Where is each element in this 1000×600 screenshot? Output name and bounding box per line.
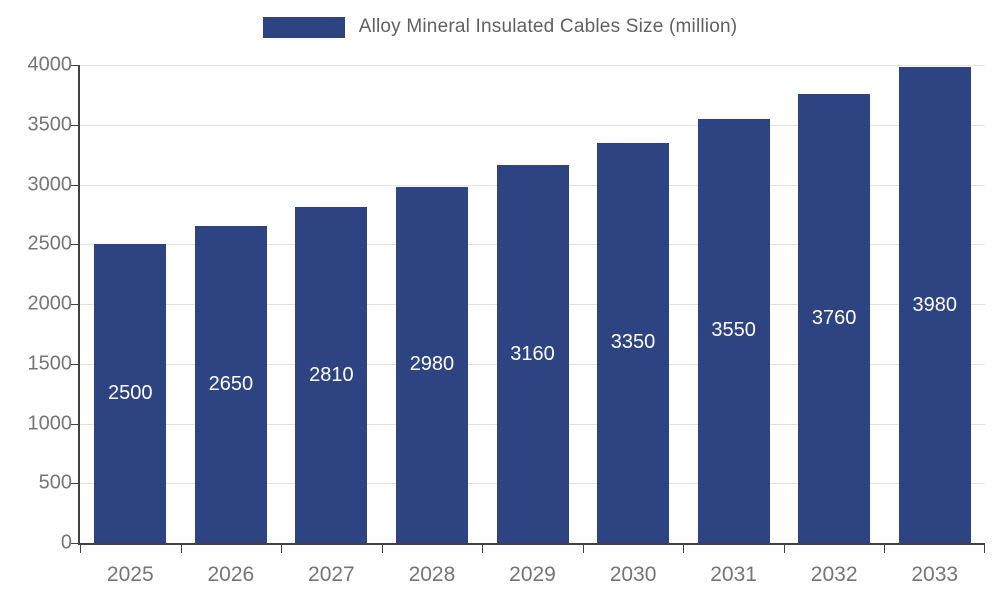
bar-2025: 2500 <box>94 244 167 543</box>
bar-2029: 3160 <box>496 165 569 543</box>
x-tick-label: 2026 <box>207 563 255 586</box>
x-tick-mark <box>984 545 985 553</box>
bar-value-label: 2980 <box>409 353 455 376</box>
x-tick-mark <box>783 545 785 553</box>
x-tick-mark <box>180 545 182 553</box>
y-tick-mark <box>70 184 78 186</box>
bar-value-label: 2810 <box>309 363 354 386</box>
y-tick-label: 0 <box>60 531 72 554</box>
bar-2026: 2650 <box>194 226 267 543</box>
x-tick-label: 2033 <box>911 563 959 586</box>
y-tick-mark <box>70 124 78 126</box>
y-tick-mark <box>70 423 78 425</box>
bar-2027: 2810 <box>295 207 368 543</box>
y-tick-label: 3000 <box>27 173 73 195</box>
bar-value-label: 3160 <box>510 342 555 365</box>
gridline <box>80 65 985 66</box>
x-tick-mark <box>381 545 383 553</box>
bar-value-label: 2650 <box>208 373 254 396</box>
plot-area: 0 500 1000 1500 2000 2500 3000 3500 4000 2500 265… <box>28 54 985 586</box>
legend-swatch <box>262 16 345 38</box>
x-tick-label: 2030 <box>609 563 657 586</box>
bar-value-label: 3760 <box>811 306 857 329</box>
bar-value-label: 2500 <box>108 382 153 405</box>
y-axis-line <box>78 65 80 545</box>
x-tick-label: 2031 <box>710 563 757 586</box>
x-axis-line <box>78 543 985 545</box>
bar-2028: 2980 <box>395 186 468 543</box>
y-tick-label: 1000 <box>27 412 73 434</box>
y-tick-label: 1500 <box>27 352 73 375</box>
y-tick-label: 3500 <box>27 113 73 136</box>
y-tick-mark <box>70 543 78 544</box>
y-tick-mark <box>70 304 78 305</box>
bar-2030: 3350 <box>597 142 670 543</box>
y-tick-mark <box>70 363 78 365</box>
y-tick-label: 2000 <box>27 292 73 315</box>
y-tick-mark <box>70 483 78 485</box>
y-tick-mark <box>70 244 78 246</box>
x-tick-mark <box>80 545 81 553</box>
gridline <box>80 124 985 126</box>
x-tick-mark <box>482 545 484 553</box>
bar-value-label: 3550 <box>711 319 756 342</box>
bar-value-label: 3350 <box>610 331 656 354</box>
legend-label: Alloy Mineral Insulated Cables Size (mil… <box>358 16 738 37</box>
bar-2033: 3980 <box>898 67 971 543</box>
y-tick-label: 2500 <box>27 232 73 255</box>
x-tick-mark <box>884 545 886 553</box>
legend[interactable]: Alloy Mineral Insulated Cables Size (mil… <box>0 16 1000 38</box>
x-tick-mark <box>582 545 584 553</box>
x-tick-label: 2025 <box>106 563 154 586</box>
bar-value-label: 3980 <box>912 293 957 316</box>
y-tick-label: 4000 <box>27 53 73 76</box>
x-tick-label: 2032 <box>810 563 858 586</box>
bar-2032: 3760 <box>798 93 871 543</box>
x-tick-label: 2028 <box>408 563 456 586</box>
x-tick-label: 2029 <box>509 563 556 586</box>
y-tick-mark <box>70 65 78 66</box>
y-tick-label: 500 <box>38 471 72 494</box>
x-tick-mark <box>281 545 283 553</box>
x-tick-mark <box>683 545 685 553</box>
bar-2031: 3550 <box>697 118 770 543</box>
x-tick-label: 2027 <box>308 563 355 586</box>
